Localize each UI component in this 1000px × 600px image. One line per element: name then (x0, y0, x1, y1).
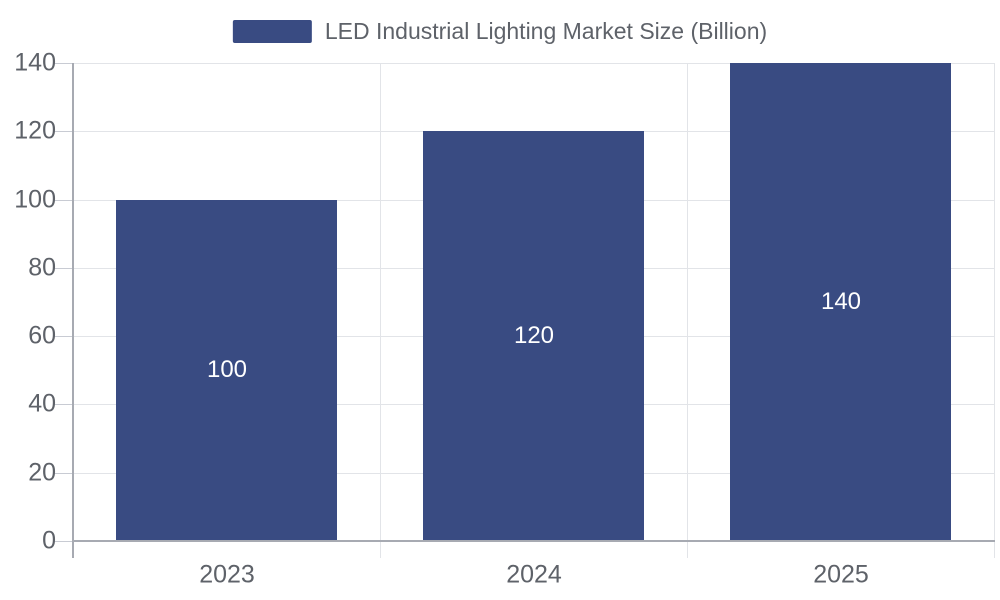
y-axis-tick-label: 20 (28, 458, 56, 487)
x-axis-tick-label: 2023 (199, 560, 255, 589)
y-axis-tick (55, 541, 73, 542)
y-axis-tick (55, 268, 73, 269)
y-axis-tick-label: 100 (14, 185, 56, 214)
bar-value-label: 140 (820, 288, 862, 315)
x-axis-tick-label: 2025 (813, 560, 869, 589)
x-axis-tick-label: 2024 (506, 560, 562, 589)
y-axis-tick-label: 40 (28, 389, 56, 418)
y-axis-tick (55, 473, 73, 474)
x-gridline (994, 63, 995, 558)
bar-value-label: 120 (513, 322, 555, 349)
y-axis-tick-label: 120 (14, 116, 56, 145)
y-axis-tick (55, 336, 73, 337)
y-gridline (73, 63, 994, 64)
y-axis-tick (55, 131, 73, 132)
y-axis-tick-label: 60 (28, 321, 56, 350)
bar-value-label: 100 (206, 356, 248, 383)
y-axis-tick-label: 80 (28, 253, 56, 282)
y-axis-tick (55, 63, 73, 64)
y-axis-tick-label: 140 (14, 48, 56, 77)
bar-2025[interactable] (730, 63, 951, 541)
legend-label: LED Industrial Lighting Market Size (Bil… (324, 18, 768, 44)
y-axis-tick (55, 200, 73, 201)
x-gridline (687, 63, 688, 558)
y-axis-tick-label: 0 (42, 526, 56, 555)
x-axis-line (72, 540, 995, 542)
bar-2023[interactable] (116, 200, 337, 541)
y-axis-tick (55, 404, 73, 405)
y-axis-line (72, 63, 74, 558)
legend-swatch-icon (232, 19, 312, 43)
bar-2024[interactable] (423, 131, 644, 541)
legend-item[interactable]: LED Industrial Lighting Market Size (Bil… (232, 18, 768, 44)
x-gridline (380, 63, 381, 558)
